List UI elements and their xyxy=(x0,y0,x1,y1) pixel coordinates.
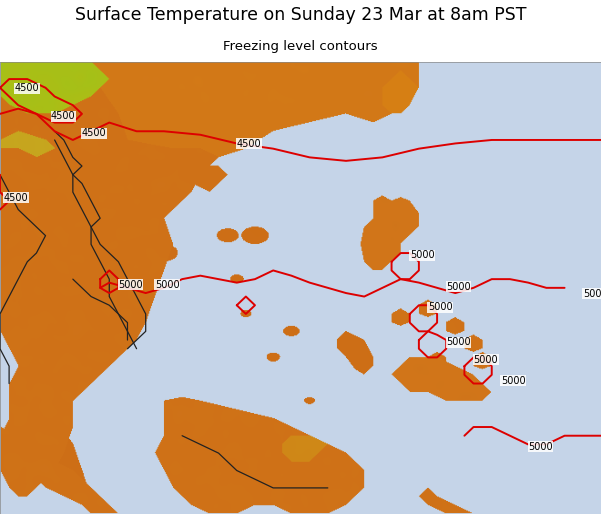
Text: 5000: 5000 xyxy=(155,280,180,290)
Text: 4500: 4500 xyxy=(51,111,76,121)
Text: 5000: 5000 xyxy=(474,355,498,364)
Text: 5000: 5000 xyxy=(118,280,143,290)
Text: 5000: 5000 xyxy=(446,337,471,347)
Text: 5000: 5000 xyxy=(528,442,553,452)
Text: 5000: 5000 xyxy=(446,282,471,291)
Text: 5000: 5000 xyxy=(583,288,601,299)
Text: 5000: 5000 xyxy=(410,250,435,260)
Text: 5000: 5000 xyxy=(428,302,453,313)
Text: 4500: 4500 xyxy=(4,193,28,203)
Text: Surface Temperature on Sunday 23 Mar at 8am PST: Surface Temperature on Sunday 23 Mar at … xyxy=(75,6,526,25)
Text: 5000: 5000 xyxy=(501,376,525,386)
Text: 4500: 4500 xyxy=(14,83,39,93)
Text: 4500: 4500 xyxy=(237,139,261,149)
Text: 4500: 4500 xyxy=(82,128,106,138)
Text: Freezing level contours: Freezing level contours xyxy=(223,40,378,53)
